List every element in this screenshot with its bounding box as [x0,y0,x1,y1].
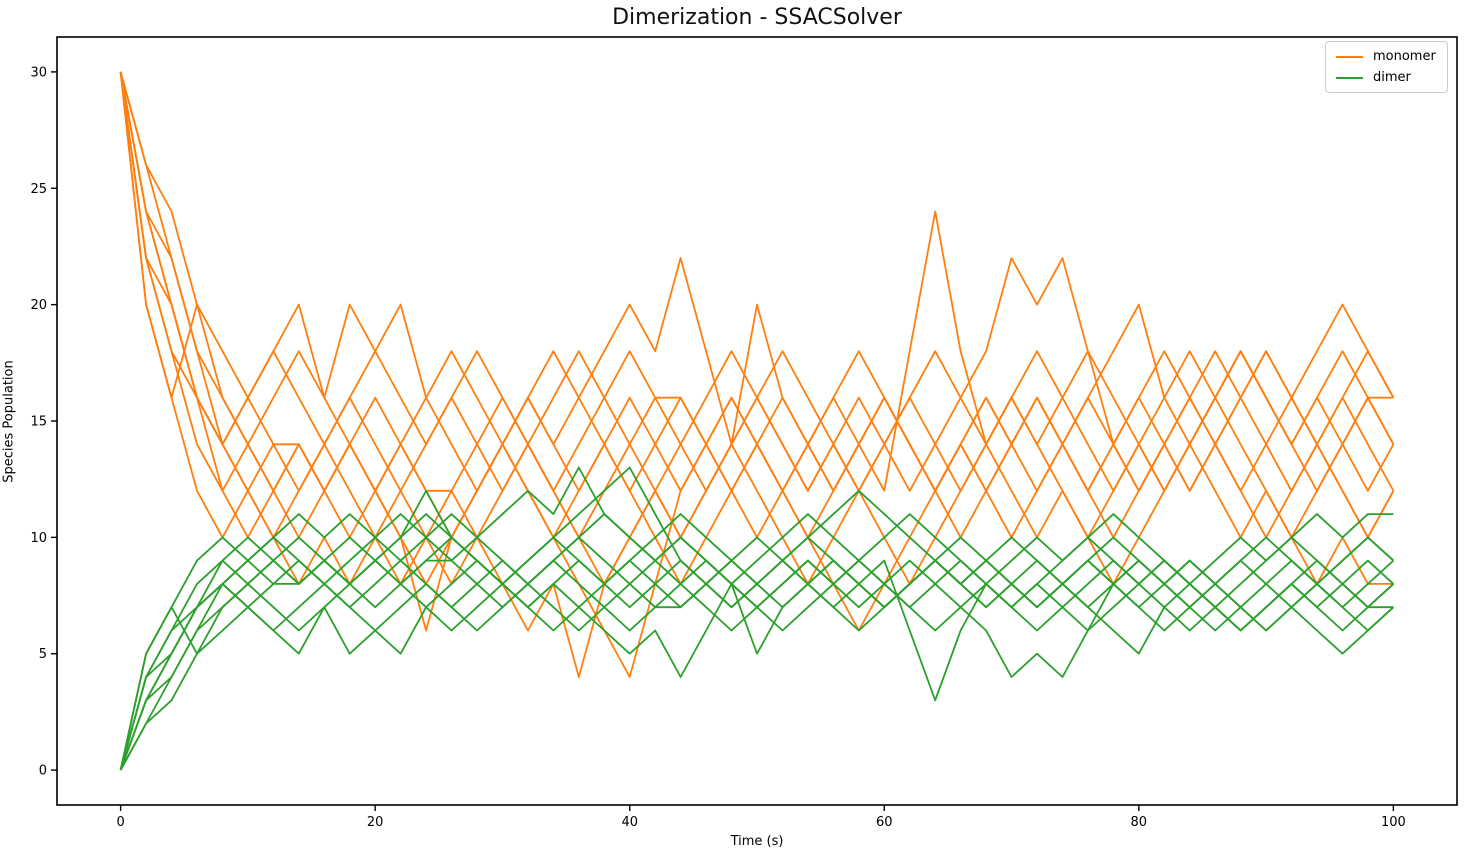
trajectory-monomer-run-9 [119,71,1394,492]
y-tick-label-4: 20 [30,298,47,313]
trajectory-dimer-run-9 [119,559,1394,771]
x-axis-label: Time (s) [730,834,784,849]
legend-label-dimer: dimer [1373,70,1411,85]
trajectory-dimer-run-8 [119,513,1394,771]
trajectory-dimer-run-4 [119,559,1395,771]
chart-title: Dimerization - SSACSolver [612,5,902,30]
monomer-line-swatch [1336,55,1363,58]
x-tick-label-3: 60 [876,815,893,830]
y-tick-label-1: 5 [39,647,47,662]
x-tick-label-5: 100 [1381,815,1406,830]
y-tick-label-6: 30 [30,65,47,80]
trajectory-monomer-run-4 [119,71,1395,492]
y-tick-label-0: 0 [39,764,47,779]
trajectory-dimer-run-10 [119,489,1395,771]
y-tick-label-2: 10 [30,531,47,546]
x-tick-label-2: 40 [621,815,638,830]
legend-item-monomer: monomer [1336,49,1436,64]
axes-spines [56,36,1458,806]
x-tick-label-0: 0 [116,815,124,830]
y-tick-label-5: 25 [30,182,47,197]
dimer-line-swatch [1336,76,1363,79]
x-tick-label-4: 80 [1131,815,1148,830]
y-tick-label-3: 15 [30,415,47,430]
legend-item-dimer: dimer [1336,70,1436,85]
legend-label-monomer: monomer [1373,49,1436,64]
legend: monomer dimer [1325,41,1448,93]
trajectory-monomer-run-10 [119,71,1395,632]
trajectory-monomer-run-8 [119,71,1394,585]
x-tick-label-1: 20 [367,815,384,830]
